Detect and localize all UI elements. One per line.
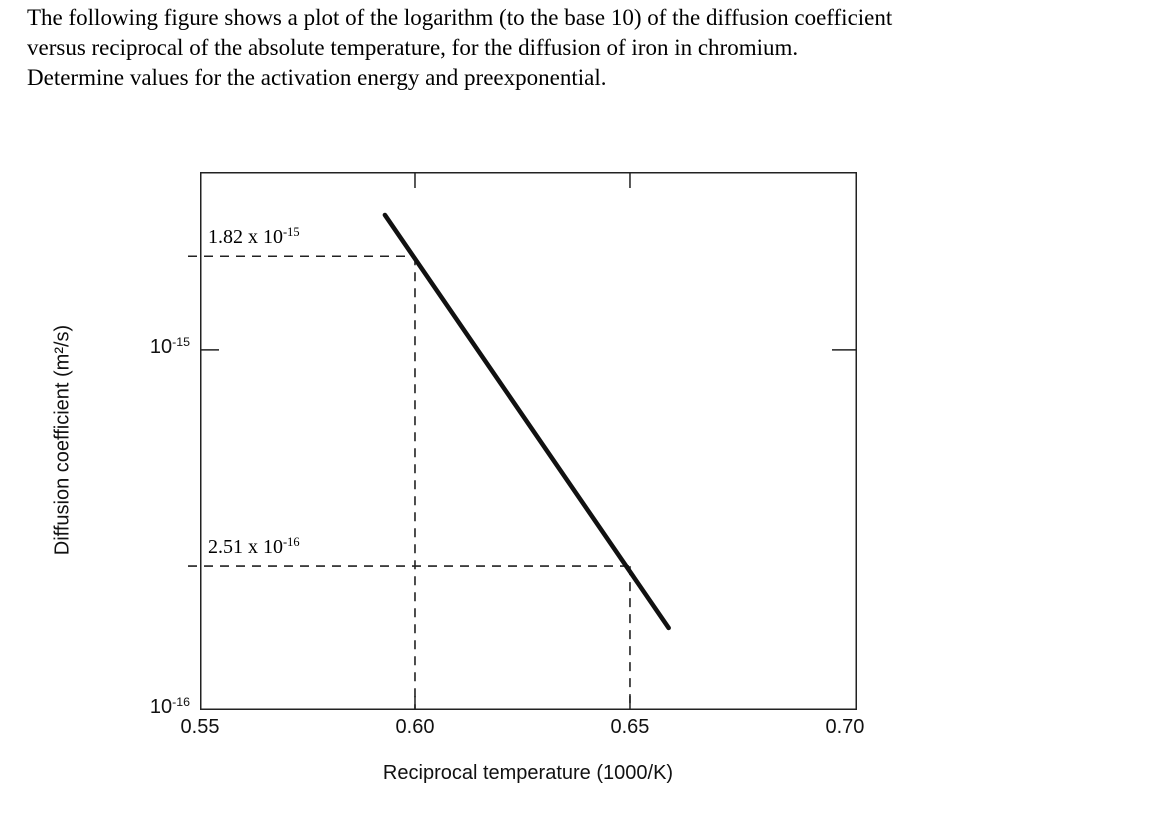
x-tick-label: 0.65 bbox=[610, 716, 650, 738]
problem-text-line-1: The following figure shows a plot of the… bbox=[27, 5, 893, 30]
annotation-label: 2.51 x 10-16 bbox=[208, 535, 300, 559]
y-tick-base: 10 bbox=[149, 696, 173, 718]
y-tick-label: 10-15 bbox=[94, 335, 190, 359]
x-tick-label: 0.60 bbox=[395, 716, 435, 738]
annotation-exponent: -15 bbox=[283, 225, 300, 240]
plot-canvas bbox=[188, 172, 857, 710]
annotation-exponent: -16 bbox=[283, 535, 300, 550]
y-tick-exponent: -15 bbox=[172, 335, 190, 350]
diffusion-line bbox=[382, 212, 671, 631]
plot-frame bbox=[200, 172, 857, 710]
diffusion-plot: 1.82 x 10-15 2.51 x 10-16 0.55 0.60 0.65 0.70… bbox=[150, 172, 864, 738]
y-axis-title: Diffusion coefficient (m²/s) bbox=[51, 324, 74, 556]
problem-text-line-2: versus reciprocal of the absolute temper… bbox=[27, 35, 799, 60]
x-axis-title: Reciprocal temperature (1000/K) bbox=[382, 762, 674, 784]
problem-text: The following figure shows a plot of the… bbox=[27, 3, 1162, 93]
x-tick-label: 0.70 bbox=[825, 716, 865, 738]
y-tick-base: 10 bbox=[149, 335, 173, 358]
y-tick-exponent: -16 bbox=[172, 695, 190, 710]
annotation-mantissa: 1.82 x 10 bbox=[208, 226, 283, 249]
problem-text-line-3: Determine values for the activation ener… bbox=[27, 65, 607, 90]
annotation-label: 1.82 x 10-15 bbox=[208, 225, 300, 249]
x-tick-label: 0.55 bbox=[180, 716, 220, 738]
y-tick-label: 10-16 bbox=[94, 695, 190, 719]
annotation-mantissa: 2.51 x 10 bbox=[208, 536, 283, 559]
